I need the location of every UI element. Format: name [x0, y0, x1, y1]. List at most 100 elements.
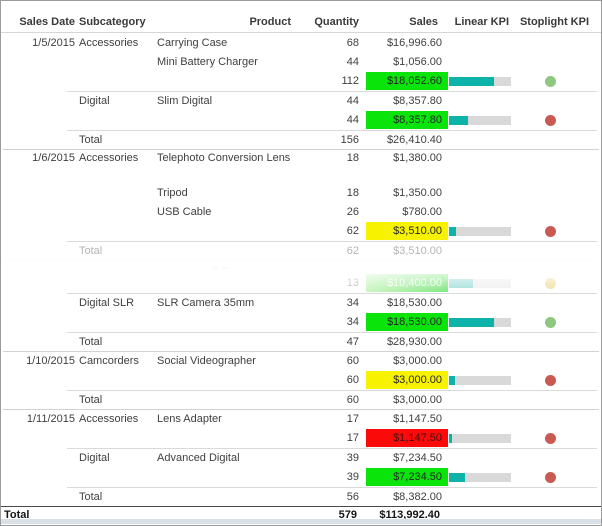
subcategory-cell: Digital: [79, 451, 110, 464]
linear-kpi-bar: [449, 76, 494, 86]
sales-cell: $1,380.00: [393, 152, 442, 164]
sales-cell: $18,530.00: [386, 296, 442, 309]
subtotal-row: 39 $7,234.50: [1, 467, 601, 487]
sales-cell: $18,530.00: [363, 313, 448, 331]
sales-cell: $7,234.50: [363, 468, 448, 486]
stoplight-kpi-cell: [513, 225, 597, 237]
linear-kpi-cell: [448, 226, 513, 236]
sales-cell: $1,147.50: [393, 412, 442, 425]
sales-cell: $3,000.00: [363, 371, 448, 389]
subcategory-cell: Camcorders: [79, 354, 139, 367]
subcategory-cell: Accessories: [79, 152, 139, 164]
table-row: USB Cable 26 $780.00: [1, 202, 601, 221]
linear-kpi-track: [449, 115, 511, 125]
sales-kpi-cell: $8,357.80: [366, 111, 448, 129]
linear-kpi-track: [449, 278, 511, 288]
table-row: Digital SLR SLR Camera 35mm 34 $18,530.0…: [1, 293, 601, 312]
quantity-cell: 34: [346, 316, 359, 328]
sales-cell: $780.00: [402, 205, 442, 218]
sales-cell: $10,400.00: [363, 274, 448, 292]
sales-cell: $3,510.00: [393, 244, 442, 257]
table-row: 1/6/2015 Accessories Telephoto Conversio…: [1, 149, 601, 183]
quantity-cell: 579: [338, 508, 357, 521]
quantity-cell: 156: [340, 133, 359, 146]
faded-text-remnant: [223, 267, 228, 269]
sales-cell: $3,510.00: [363, 222, 448, 240]
stoplight-kpi-dot: [544, 225, 556, 237]
product-cell: Social Videographer: [157, 354, 256, 367]
linear-kpi-cell: [448, 472, 513, 482]
grand-total-label: Total: [4, 508, 30, 521]
subtotal-row: 34 $18,530.00: [1, 312, 601, 332]
linear-kpi-cell: [448, 278, 513, 288]
table-row: Digital Advanced Digital 39 $7,234.50: [1, 448, 601, 467]
linear-kpi-track: [449, 375, 511, 385]
quantity-cell: 60: [346, 374, 359, 386]
linear-kpi-cell: [448, 317, 513, 327]
quantity-cell: 47: [346, 335, 359, 348]
sales-cell: $8,357.80: [363, 111, 448, 129]
date-cell: 1/10/2015: [26, 354, 75, 367]
sales-cell: $1,350.00: [393, 186, 442, 199]
product-cell: Tripod: [157, 186, 188, 199]
faded-table-row: [1, 260, 601, 273]
quantity-cell: 62: [346, 244, 359, 257]
group-total-row: Total 62 $3,510.00: [1, 241, 601, 260]
total-label: Total: [79, 490, 103, 503]
sales-cell: $16,996.60: [386, 36, 442, 49]
quantity-cell: 18: [346, 186, 359, 199]
stoplight-kpi-cell: [513, 75, 597, 87]
column-header-sales: Sales: [409, 15, 438, 28]
quantity-cell: 26: [346, 205, 359, 218]
product-cell: Slim Digital: [157, 94, 213, 107]
quantity-cell: 56: [346, 490, 359, 503]
faded-subtotal-row: 13 $10,400.00: [1, 273, 601, 293]
product-cell: Carrying Case: [157, 36, 228, 49]
stoplight-kpi-cell: [513, 114, 597, 126]
stoplight-kpi-dot: [544, 374, 556, 386]
column-header-product: Product: [249, 15, 291, 28]
product-cell: Lens Adapter: [157, 412, 222, 425]
stoplight-kpi-dot: [544, 277, 556, 289]
total-label: Total: [79, 133, 103, 146]
column-header-quantity: Quantity: [314, 15, 359, 28]
stoplight-kpi-cell: [513, 471, 597, 483]
stoplight-kpi-dot: [544, 432, 556, 444]
group-total-row: Total 47 $28,930.00: [1, 332, 601, 351]
grand-total-row: Total 579 $113,992.40: [1, 506, 601, 523]
sales-kpi-cell: $18,052.60: [366, 72, 448, 90]
column-header-subcategory: Subcategory: [79, 15, 146, 28]
stoplight-kpi-dot: [544, 471, 556, 483]
sales-kpi-cell: $3,510.00: [366, 222, 448, 240]
table-row: 1/10/2015 Camcorders Social Videographer…: [1, 351, 601, 370]
stoplight-kpi-cell: [513, 316, 597, 328]
sales-cell: $8,382.00: [393, 490, 442, 503]
sales-cell: $3,000.00: [393, 354, 442, 367]
table-row: 1/11/2015 Accessories Lens Adapter 17 $1…: [1, 409, 601, 428]
quantity-cell: 17: [346, 412, 359, 425]
quantity-cell: 44: [346, 94, 359, 107]
quantity-cell: 68: [346, 36, 359, 49]
table-row: Digital Slim Digital 44 $8,357.80: [1, 91, 601, 110]
linear-kpi-bar: [449, 433, 453, 443]
stoplight-kpi-dot: [544, 316, 556, 328]
sales-kpi-cell: $3,000.00: [366, 371, 448, 389]
date-cell: 1/6/2015: [32, 152, 75, 164]
linear-kpi-bar: [449, 472, 466, 482]
quantity-cell: 60: [346, 393, 359, 406]
subcategory-cell: Accessories: [79, 412, 139, 425]
quantity-cell: 44: [346, 55, 359, 68]
subcategory-cell: Accessories: [79, 36, 139, 49]
subtotal-row: 62 $3,510.00: [1, 221, 601, 241]
subtotal-row: 60 $3,000.00: [1, 370, 601, 390]
table-row: 1/5/2015 Accessories Carrying Case 68 $1…: [1, 33, 601, 52]
sales-cell: $28,930.00: [386, 335, 442, 348]
column-header-stoplight-kpi: Stoplight KPI: [519, 15, 589, 28]
group-total-row: Total 60 $3,000.00: [1, 390, 601, 409]
product-cell: USB Cable: [157, 205, 212, 218]
linear-kpi-cell: [448, 375, 513, 385]
group-total-row: Total 156 $26,410.40: [1, 130, 601, 149]
sales-kpi-cell: $18,530.00: [366, 313, 448, 331]
quantity-cell: 39: [346, 451, 359, 464]
date-cell: 1/11/2015: [26, 412, 75, 425]
